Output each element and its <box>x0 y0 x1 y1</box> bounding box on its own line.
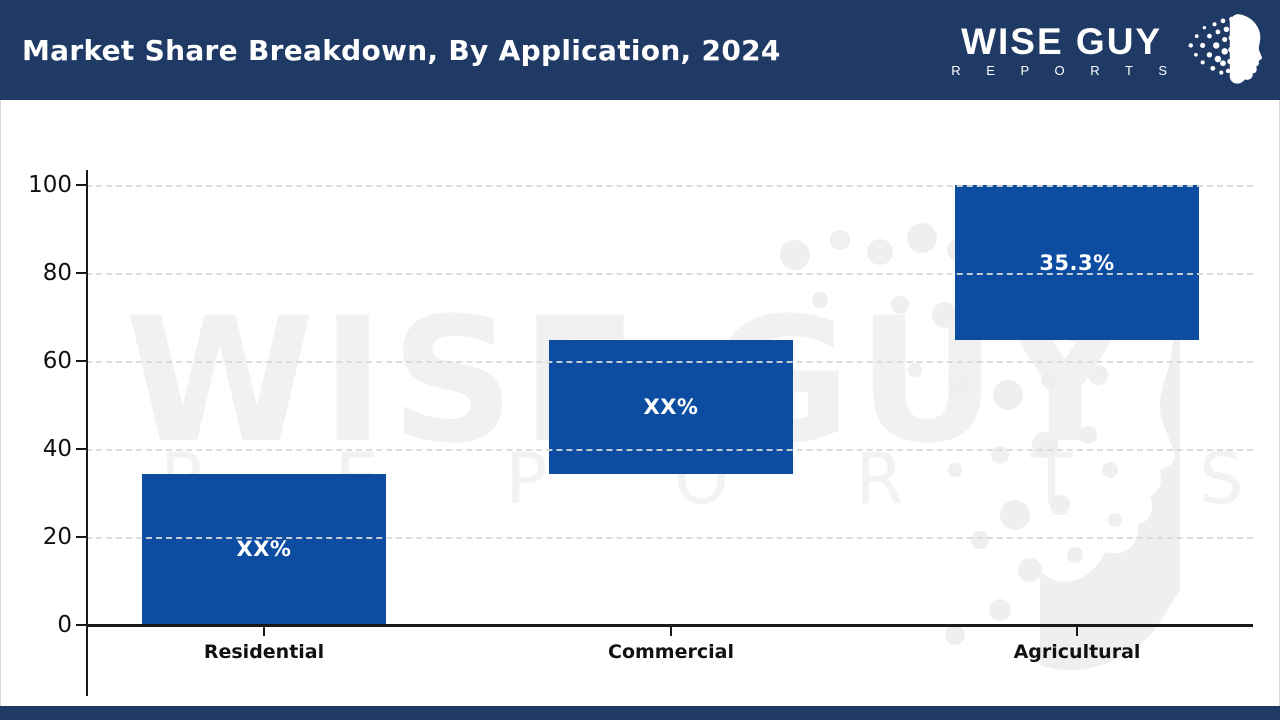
x-axis-line <box>86 624 1253 627</box>
gridline-20 <box>86 537 1253 539</box>
y-tick-label: 40 <box>42 436 72 462</box>
bar-value-label: 35.3% <box>1039 250 1115 275</box>
x-tick-mark <box>670 627 672 636</box>
footer-bar <box>0 706 1280 720</box>
chart-area: WISE GUY R E P O R T S <box>0 100 1280 706</box>
y-axis-spine <box>86 170 88 696</box>
brand-name: WISE GUY <box>961 20 1163 62</box>
y-tick-label: 20 <box>42 524 72 550</box>
y-tick-label: 80 <box>42 260 72 286</box>
bar-agricultural: 35.3% <box>955 185 1199 341</box>
y-tick-mark <box>76 184 86 186</box>
gridline-80 <box>86 273 1253 275</box>
bar-value-label: XX% <box>236 537 292 562</box>
y-tick-mark <box>76 448 86 450</box>
y-tick-mark <box>76 536 86 538</box>
y-tick-label: 60 <box>42 348 72 374</box>
wise-guy-face-icon <box>1184 7 1262 93</box>
y-tick-label: 0 <box>57 612 72 638</box>
x-tick-mark <box>263 627 265 636</box>
x-category-label: Agricultural <box>1013 641 1141 663</box>
gridline-60 <box>86 361 1253 363</box>
bar-residential: XX% <box>142 473 386 625</box>
brand-subname: R E P O R T S <box>951 62 1178 78</box>
y-tick-label: 100 <box>28 172 72 198</box>
chart-title: Market Share Breakdown, By Application, … <box>22 33 781 67</box>
brand-logo: WISE GUY R E P O R T S <box>945 6 1262 94</box>
gridline-40 <box>86 449 1253 451</box>
x-category-label: Residential <box>203 641 325 663</box>
x-category-label: Commercial <box>608 641 734 663</box>
y-tick-mark <box>76 360 86 362</box>
bar-value-label: XX% <box>643 394 699 419</box>
x-tick-mark <box>1076 627 1078 636</box>
y-tick-mark <box>76 272 86 274</box>
y-tick-mark <box>76 624 86 626</box>
gridline-100 <box>86 185 1253 187</box>
header-bar: Market Share Breakdown, By Application, … <box>0 0 1280 100</box>
brand-logo-text: WISE GUY R E P O R T S <box>945 23 1178 78</box>
